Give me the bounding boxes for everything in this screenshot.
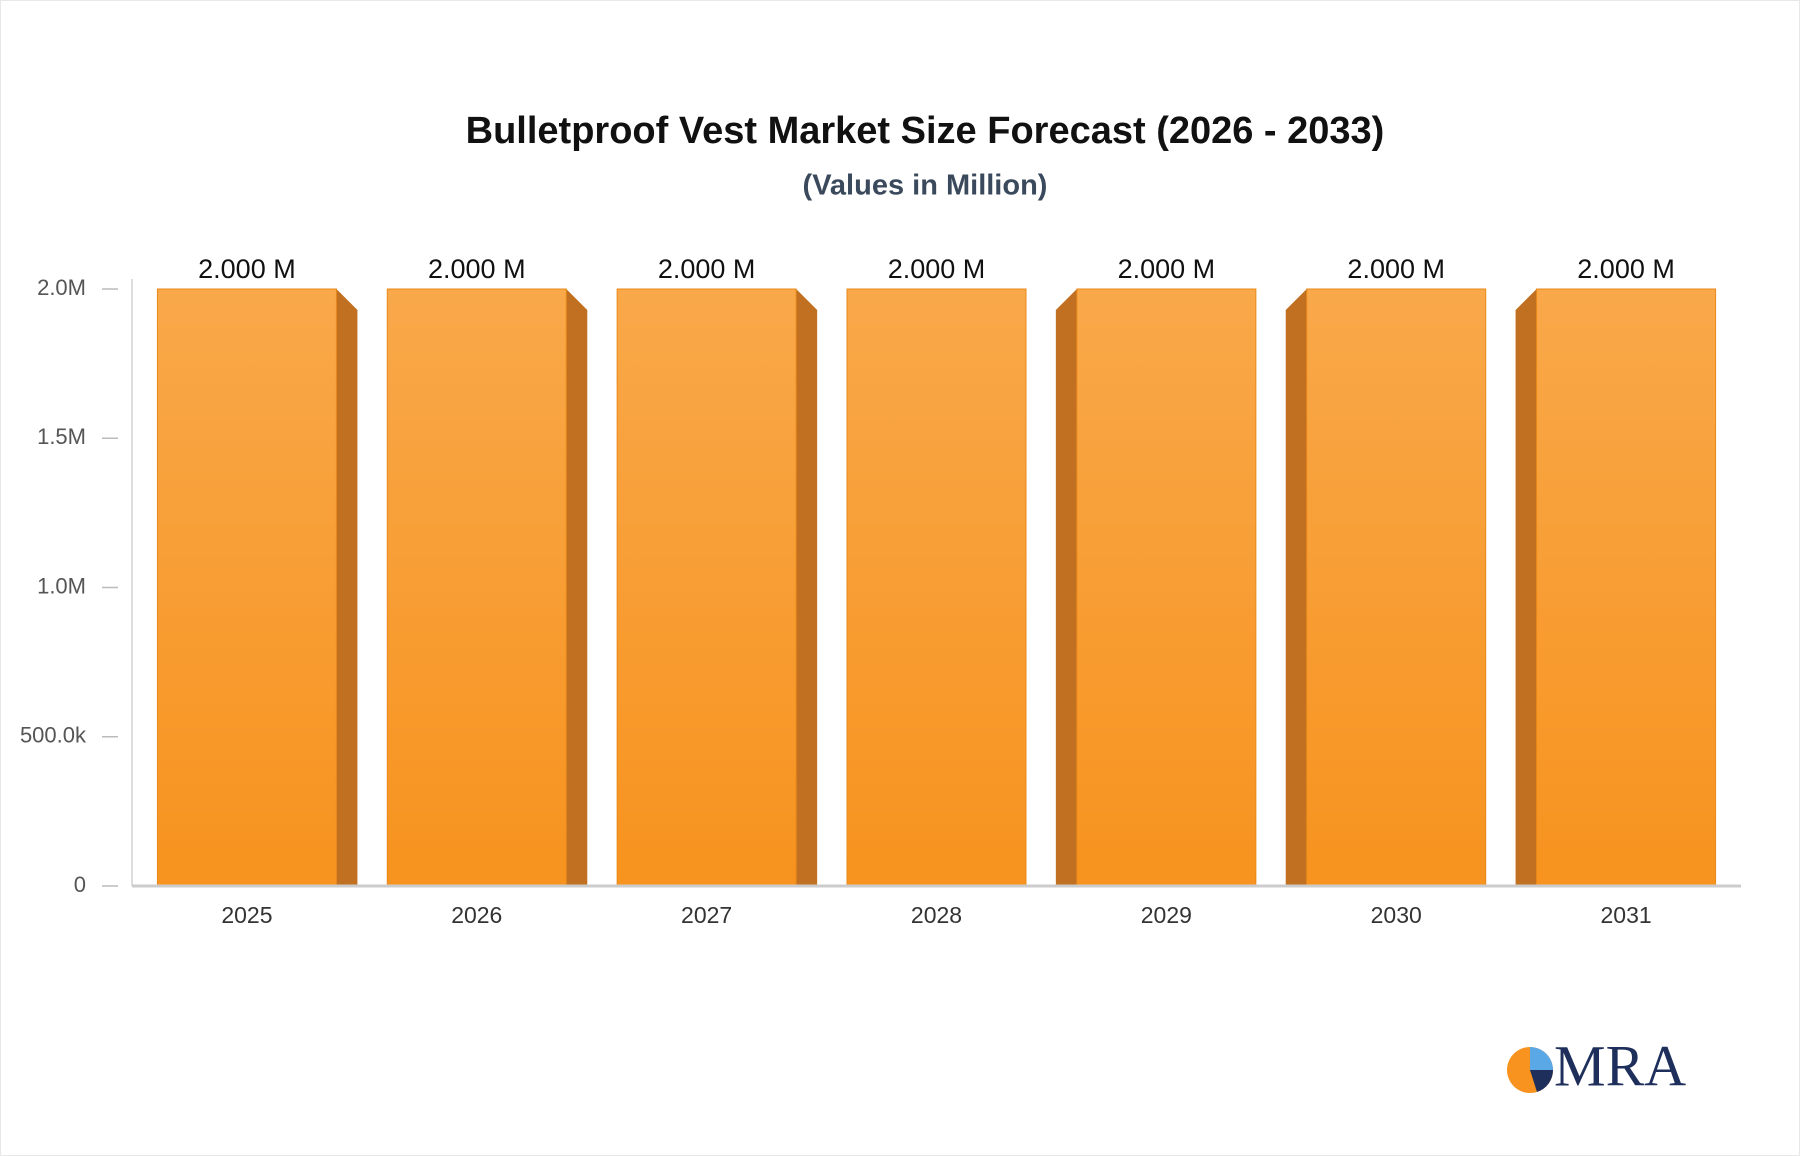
x-tick-label: 2030 xyxy=(1371,902,1422,928)
chart-title: Bulletproof Vest Market Size Forecast (2… xyxy=(466,110,1385,152)
bar-side xyxy=(1285,289,1307,886)
x-tick-label: 2025 xyxy=(221,902,272,928)
x-tick-label: 2027 xyxy=(681,902,732,928)
value-label: 2.000 M xyxy=(198,254,296,284)
logo-slice xyxy=(1530,1047,1553,1070)
x-tick-label: 2029 xyxy=(1141,902,1192,928)
bar xyxy=(1536,288,1717,887)
bar-side xyxy=(566,289,588,886)
bar xyxy=(1076,288,1257,887)
y-tick-label: 0 xyxy=(74,872,86,897)
y-tick-label: 1.0M xyxy=(37,573,86,598)
logo-slice xyxy=(1530,1070,1554,1092)
bar xyxy=(846,288,1027,887)
bar xyxy=(386,288,567,887)
chart-subtitle: (Values in Million) xyxy=(803,170,1048,202)
y-tick-label: 1.5M xyxy=(37,424,86,449)
value-label: 2.000 M xyxy=(1577,254,1675,284)
value-label: 2.000 M xyxy=(658,254,756,284)
x-tick-label: 2028 xyxy=(911,902,962,928)
bar-side xyxy=(796,289,818,886)
value-label: 2.000 M xyxy=(1118,254,1216,284)
x-tick-label: 2026 xyxy=(451,902,502,928)
bar-side xyxy=(1055,289,1077,886)
y-tick-label: 2.0M xyxy=(37,275,86,300)
bar-side xyxy=(1515,289,1537,886)
bar xyxy=(1306,288,1487,887)
value-label: 2.000 M xyxy=(1347,254,1445,284)
logo: MRA xyxy=(1507,1033,1686,1098)
logo-text: MRA xyxy=(1554,1033,1686,1098)
bar-side xyxy=(336,289,358,886)
value-label: 2.000 M xyxy=(888,254,986,284)
bar xyxy=(156,288,337,887)
value-label: 2.000 M xyxy=(428,254,526,284)
bar xyxy=(616,288,797,887)
x-tick-label: 2031 xyxy=(1600,902,1651,928)
y-tick-label: 500.0k xyxy=(20,723,87,748)
